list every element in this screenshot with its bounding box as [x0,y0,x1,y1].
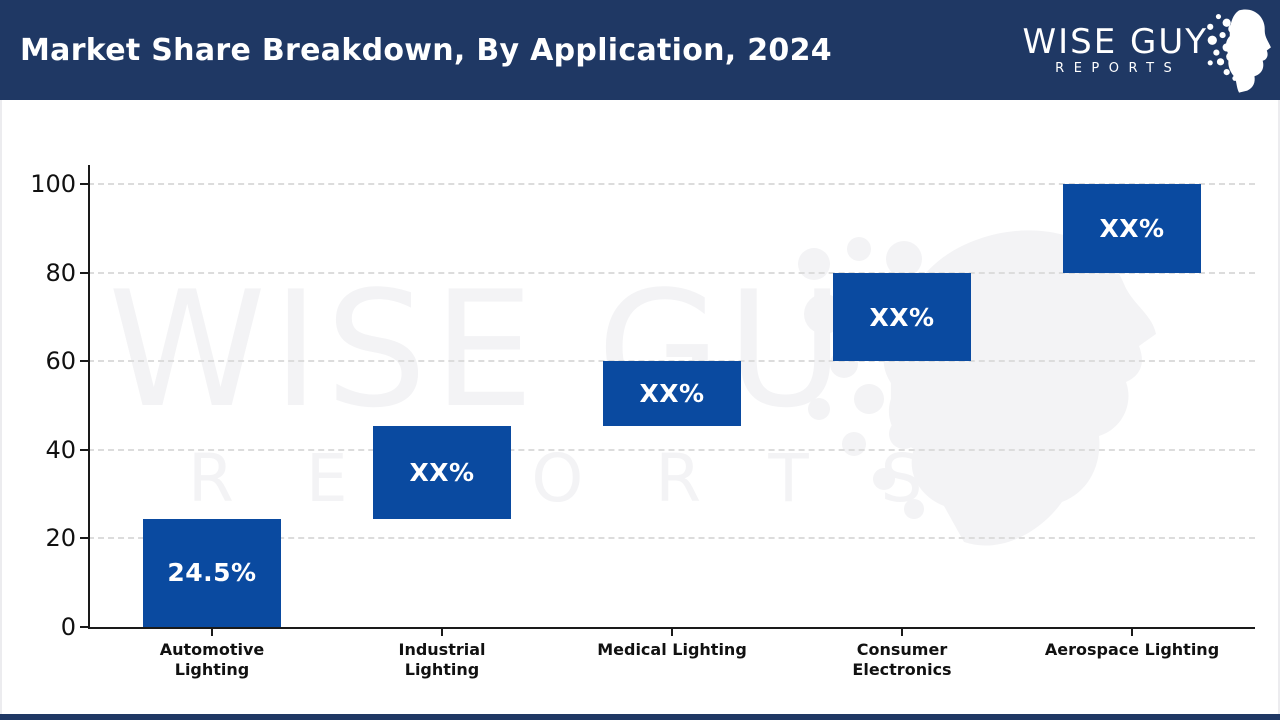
gridline [88,537,1255,540]
y-tick-mark [80,626,88,628]
x-axis-line [88,627,1255,629]
wise-guy-logo: WISE GUY REPORTS [1022,6,1274,94]
bar-segment: XX% [833,272,971,362]
footer-bar [0,714,1280,720]
x-tick-mark [671,629,673,636]
bar-value-label: 24.5% [167,558,257,588]
y-tick-mark [80,271,88,274]
x-axis-label: Aerospace Lighting [1044,640,1220,659]
y-tick-label: 60 [45,347,76,376]
y-axis-line [88,165,90,629]
logo-face-icon [1207,9,1271,93]
y-tick-mark [80,537,88,540]
watermark-wordmark: WISE GUY [108,256,954,443]
y-tick-mark [80,183,88,186]
x-axis-label: Automotive Lighting [159,640,265,679]
x-axis-label: Medical Lighting [597,640,747,659]
bar-value-label: XX% [1099,214,1165,244]
logo-subtitle: REPORTS [1055,61,1182,76]
bar-value-label: XX% [869,302,935,332]
x-tick-mark [211,629,213,636]
y-tick-label: 0 [60,613,76,641]
chart-area: WISE GUY REPORTS 0 20 40 60 80 100 24.5% Automo… [0,100,1280,714]
watermark-subtitle: REPORTS [188,440,995,517]
bar-value-label: XX% [409,457,475,487]
y-tick-mark [80,360,88,363]
bar-segment: XX% [603,361,741,426]
x-axis-label: Consumer Electronics [852,640,952,679]
y-tick-label: 20 [45,524,76,553]
header-bar: Market Share Breakdown, By Application, … [0,0,1280,100]
bar-value-label: XX% [639,378,705,408]
logo-wordmark: WISE GUY [1022,22,1208,62]
gridline [88,448,1255,451]
x-tick-mark [901,629,903,636]
gridline [88,183,1255,186]
x-axis-label: Industrial Lighting [398,640,486,679]
bar-segment: XX% [1063,184,1201,273]
x-tick-mark [1131,629,1133,636]
page-title: Market Share Breakdown, By Application, … [20,32,832,68]
bar-segment: XX% [373,425,511,519]
gridline [88,271,1255,274]
y-tick-label: 100 [30,170,76,199]
y-tick-mark [80,448,88,451]
y-tick-label: 40 [45,435,76,464]
x-tick-mark [441,629,443,636]
bar-segment: 24.5% [143,518,281,627]
y-tick-label: 80 [45,258,76,287]
